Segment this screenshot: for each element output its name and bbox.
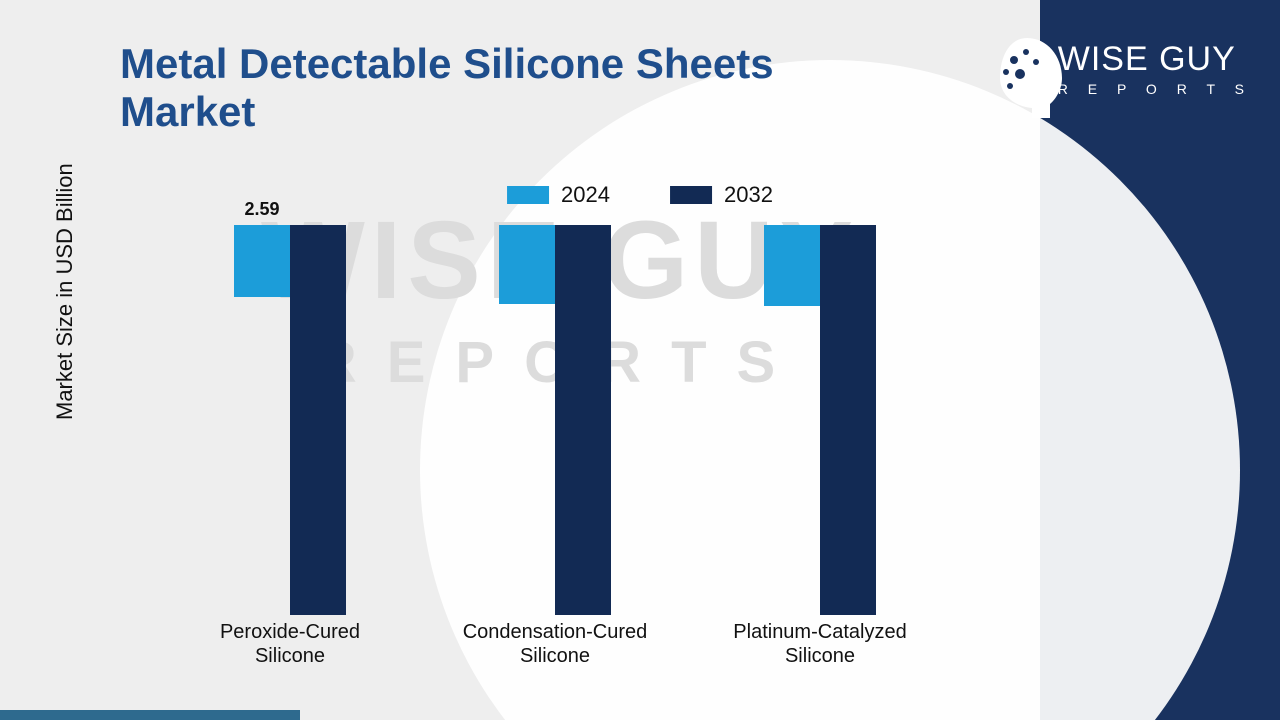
bottom-accent-bar bbox=[0, 710, 300, 720]
brand-logo: WISE GUY R E P O R T S bbox=[1058, 40, 1252, 97]
brand-line1: WISE GUY bbox=[1058, 40, 1252, 79]
page-root: WISE GUY REPORTS WISE GUY R E P O R T S … bbox=[0, 0, 1280, 720]
x-axis-category-label: Condensation-CuredSilicone bbox=[425, 620, 685, 668]
legend-item-2032: 2032 bbox=[670, 182, 773, 208]
bar-group bbox=[690, 225, 950, 615]
bar-2032 bbox=[555, 225, 611, 615]
brand-line2: R E P O R T S bbox=[1058, 81, 1252, 97]
x-axis-category-label: Peroxide-CuredSilicone bbox=[160, 620, 420, 668]
legend-label-2032: 2032 bbox=[724, 182, 773, 208]
chart-plot-area: 2.59 bbox=[130, 225, 950, 615]
legend-swatch-2024 bbox=[507, 186, 549, 204]
x-axis-labels: Peroxide-CuredSiliconeCondensation-Cured… bbox=[130, 620, 950, 680]
bar-value-label: 2.59 bbox=[244, 199, 279, 220]
legend-item-2024: 2024 bbox=[507, 182, 610, 208]
bar-2032 bbox=[290, 225, 346, 615]
y-axis-label: Market Size in USD Billion bbox=[52, 163, 78, 420]
bar-2024: 2.59 bbox=[234, 225, 290, 297]
legend: 2024 2032 bbox=[507, 182, 773, 208]
bar-group bbox=[425, 225, 685, 615]
chart-title: Metal Detectable Silicone Sheets Market bbox=[120, 40, 840, 137]
bar-group: 2.59 bbox=[160, 225, 420, 615]
x-axis-category-label: Platinum-CatalyzedSilicone bbox=[690, 620, 950, 668]
bar-2024 bbox=[764, 225, 820, 306]
bar-2032 bbox=[820, 225, 876, 615]
brand-head-icon bbox=[992, 38, 1062, 118]
legend-swatch-2032 bbox=[670, 186, 712, 204]
bar-2024 bbox=[499, 225, 555, 304]
legend-label-2024: 2024 bbox=[561, 182, 610, 208]
